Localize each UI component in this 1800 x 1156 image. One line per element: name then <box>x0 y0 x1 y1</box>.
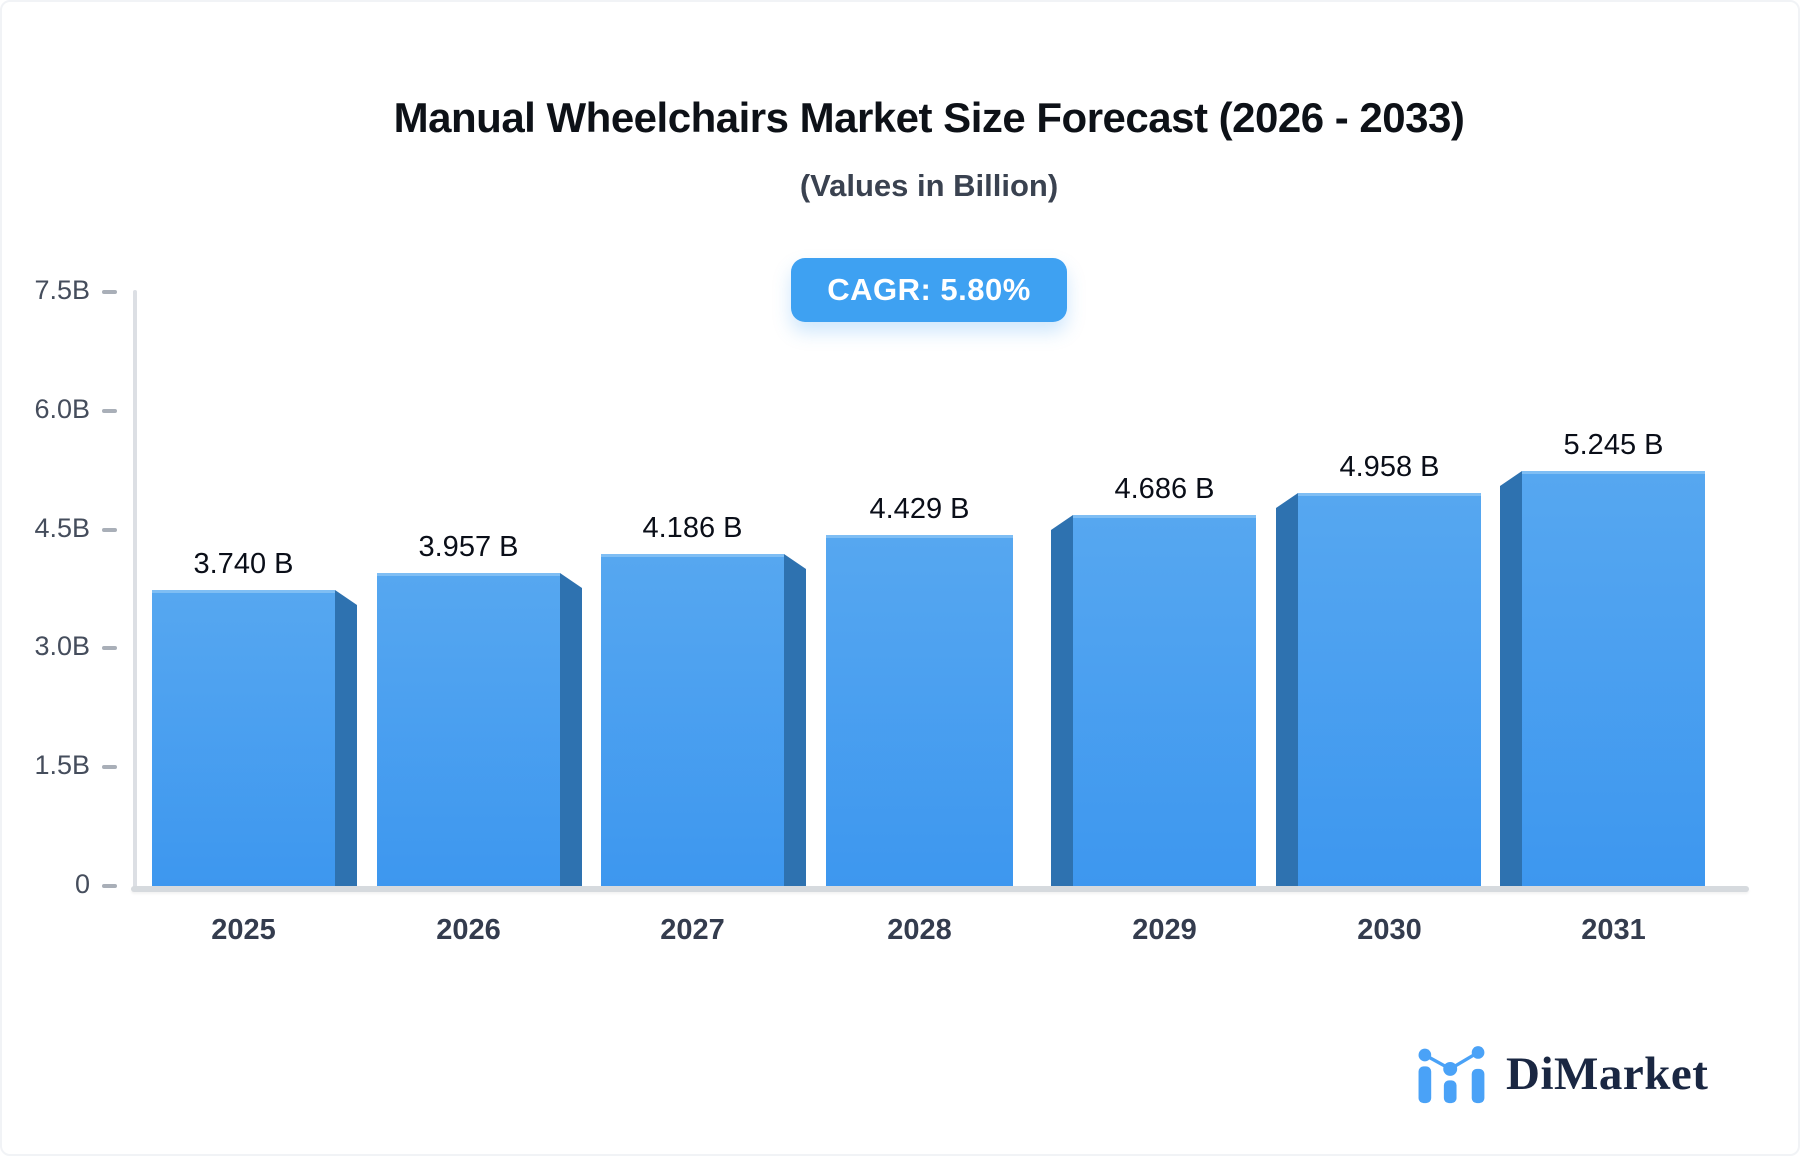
dimarket-logo: DiMarket <box>1416 1042 1708 1106</box>
x-axis-label-2029: 2029 <box>1132 914 1197 946</box>
bar-2025 <box>152 590 357 886</box>
x-axis-label-2031: 2031 <box>1581 914 1646 946</box>
y-tick-dash <box>102 765 117 770</box>
x-axis-label-2027: 2027 <box>660 914 725 946</box>
bar-value-label: 4.958 B <box>1339 451 1440 483</box>
x-axis-label-2028: 2028 <box>887 914 952 946</box>
bar-face <box>152 590 335 886</box>
bar-2026 <box>377 573 582 886</box>
bar-face <box>1073 515 1256 886</box>
x-axis-label-2026: 2026 <box>436 914 501 946</box>
bar-2027 <box>601 554 806 886</box>
bar-2028 <box>826 535 1013 886</box>
bar-value-label: 3.957 B <box>418 531 519 563</box>
y-tick-dash <box>102 290 117 294</box>
bar-2030 <box>1276 493 1481 886</box>
y-axis-line <box>133 290 137 888</box>
chart-title: Manual Wheelchairs Market Size Forecast … <box>393 94 1465 141</box>
y-tick-label: 6.0B <box>34 393 90 424</box>
y-tick-dash <box>102 408 117 413</box>
y-tick-label: 0 <box>74 869 90 899</box>
bar-value-label: 3.740 B <box>193 548 294 580</box>
bar-face <box>377 573 560 886</box>
bar-side-face <box>560 573 582 886</box>
bar-value-label: 4.429 B <box>869 493 970 525</box>
bar-value-label: 4.686 B <box>1114 473 1215 505</box>
cagr-badge: CAGR: 5.80% <box>791 258 1067 322</box>
bar-face <box>601 554 784 886</box>
bar-side-face <box>1276 493 1298 886</box>
bar-face <box>826 535 1013 886</box>
y-tick-label: 1.5B <box>34 750 90 781</box>
x-axis-label-2030: 2030 <box>1357 914 1422 946</box>
y-tick-label: 7.5B <box>34 275 90 305</box>
y-tick-dash <box>102 527 117 532</box>
dimarket-logo-text: DiMarket <box>1506 1048 1709 1100</box>
bar-2029 <box>1051 515 1256 886</box>
y-tick-label: 3.0B <box>34 631 90 662</box>
bar-side-face <box>1500 471 1522 886</box>
cagr-badge-row: CAGR: 5.80% <box>2 258 1798 322</box>
bar-side-face <box>784 554 806 886</box>
bar-2031 <box>1500 471 1705 886</box>
bar-value-label: 4.186 B <box>642 512 743 544</box>
bar-face <box>1298 493 1481 886</box>
bar-side-face <box>1051 515 1073 886</box>
bar-face <box>1522 471 1705 886</box>
y-tick-label: 4.5B <box>34 512 90 543</box>
y-tick-dash <box>102 646 117 651</box>
y-tick-dash <box>102 884 117 888</box>
bar-side-face <box>335 590 357 886</box>
chart-subtitle: (Values in Billion) <box>799 168 1059 203</box>
dimarket-logo-icon <box>1418 1046 1485 1104</box>
x-axis-baseline <box>131 886 1749 892</box>
x-axis-label-2025: 2025 <box>211 914 276 946</box>
bar-value-label: 5.245 B <box>1563 429 1664 461</box>
